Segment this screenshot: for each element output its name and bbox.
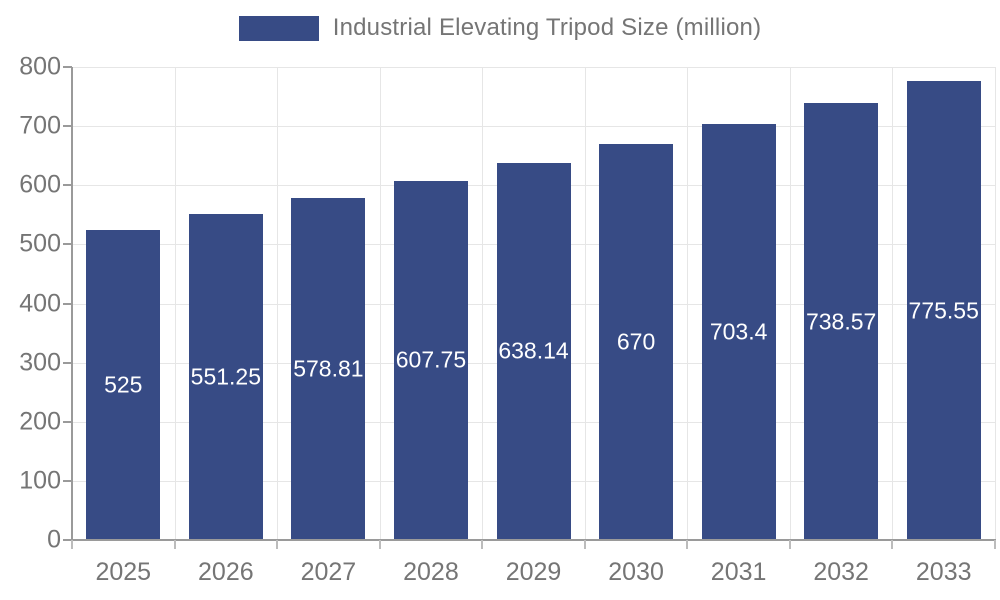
gridline-v	[379, 67, 381, 540]
chart-legend: Industrial Elevating Tripod Size (millio…	[0, 14, 1000, 42]
gridline-v	[174, 67, 176, 540]
y-tick-mark	[63, 361, 72, 364]
gridline-v	[687, 67, 689, 540]
x-tick-label: 2033	[915, 558, 972, 586]
bar-2026: 551.25	[188, 214, 263, 540]
plot-area: 525 551.25 578.81 607.75 638.14 670 703.4 738.5…	[63, 66, 996, 549]
y-tick-label: 200	[19, 407, 61, 436]
bar-2028: 607.75	[393, 180, 468, 540]
gridline-v	[584, 67, 586, 540]
x-tick-mark	[583, 540, 586, 549]
x-tick-mark	[481, 540, 484, 549]
legend-item-series[interactable]: Industrial Elevating Tripod Size (millio…	[238, 14, 762, 42]
bar-value-label: 551.25	[190, 363, 262, 390]
bar-2032: 738.57	[804, 103, 879, 540]
y-tick-mark	[63, 66, 72, 68]
bar-value-label: 638.14	[498, 337, 569, 364]
x-tick-mark	[994, 540, 996, 549]
gridline-h	[72, 67, 995, 68]
gridline-v	[789, 67, 791, 540]
x-tick-mark	[71, 540, 73, 549]
x-axis-line	[71, 539, 996, 541]
y-tick-label: 100	[19, 466, 61, 495]
x-tick-label: 2028	[403, 558, 459, 586]
y-tick-mark	[63, 302, 72, 305]
bar-value-label: 525	[104, 371, 143, 398]
bar-value-label: 775.55	[908, 297, 979, 324]
bar-value-label: 670	[616, 328, 656, 355]
y-tick-mark	[63, 243, 72, 246]
x-tick-label: 2030	[608, 558, 664, 586]
x-tick-label: 2032	[813, 558, 869, 586]
x-tick-mark	[686, 540, 689, 549]
y-axis-line	[71, 67, 73, 540]
legend-label: Industrial Elevating Tripod Size (millio…	[332, 14, 762, 41]
y-tick-mark	[63, 479, 72, 482]
x-tick-mark	[276, 540, 279, 549]
x-tick-label: 2027	[300, 558, 357, 586]
bar-2033: 775.55	[906, 81, 981, 540]
y-tick-label: 500	[19, 229, 61, 258]
x-tick-mark	[173, 540, 176, 549]
y-tick-label: 0	[47, 525, 61, 554]
gridline-v	[482, 67, 484, 540]
x-tick-mark	[378, 540, 381, 549]
y-tick-label: 700	[19, 111, 61, 140]
bar-2030: 670	[599, 143, 674, 540]
y-tick-label: 400	[19, 289, 61, 317]
x-tick-label: 2026	[198, 558, 254, 586]
bar-2027: 578.81	[291, 197, 366, 540]
bar-value-label: 607.75	[395, 346, 467, 373]
legend-swatch	[238, 15, 319, 41]
bar-2029: 638.14	[496, 162, 571, 540]
y-tick-mark	[63, 539, 72, 541]
x-tick-mark	[891, 540, 894, 549]
bar-2031: 703.4	[701, 124, 776, 540]
bar-2025: 525	[86, 229, 161, 540]
y-tick-label: 600	[19, 170, 61, 199]
y-tick-label: 300	[19, 348, 61, 377]
gridline-v	[277, 67, 279, 540]
y-tick-mark	[63, 184, 72, 187]
y-tick-mark	[63, 125, 72, 128]
bar-value-label: 703.4	[709, 318, 768, 345]
y-tick-mark	[63, 420, 72, 423]
x-tick-label: 2025	[95, 558, 152, 586]
x-tick-label: 2029	[505, 558, 562, 586]
gridline-h	[72, 126, 995, 128]
x-tick-label: 2031	[710, 558, 767, 586]
gridline-v	[892, 67, 894, 540]
gridline-v	[995, 67, 996, 540]
y-tick-label: 800	[19, 52, 61, 81]
x-tick-mark	[788, 540, 791, 549]
bar-value-label: 738.57	[805, 308, 877, 335]
bar-value-label: 578.81	[293, 355, 364, 382]
